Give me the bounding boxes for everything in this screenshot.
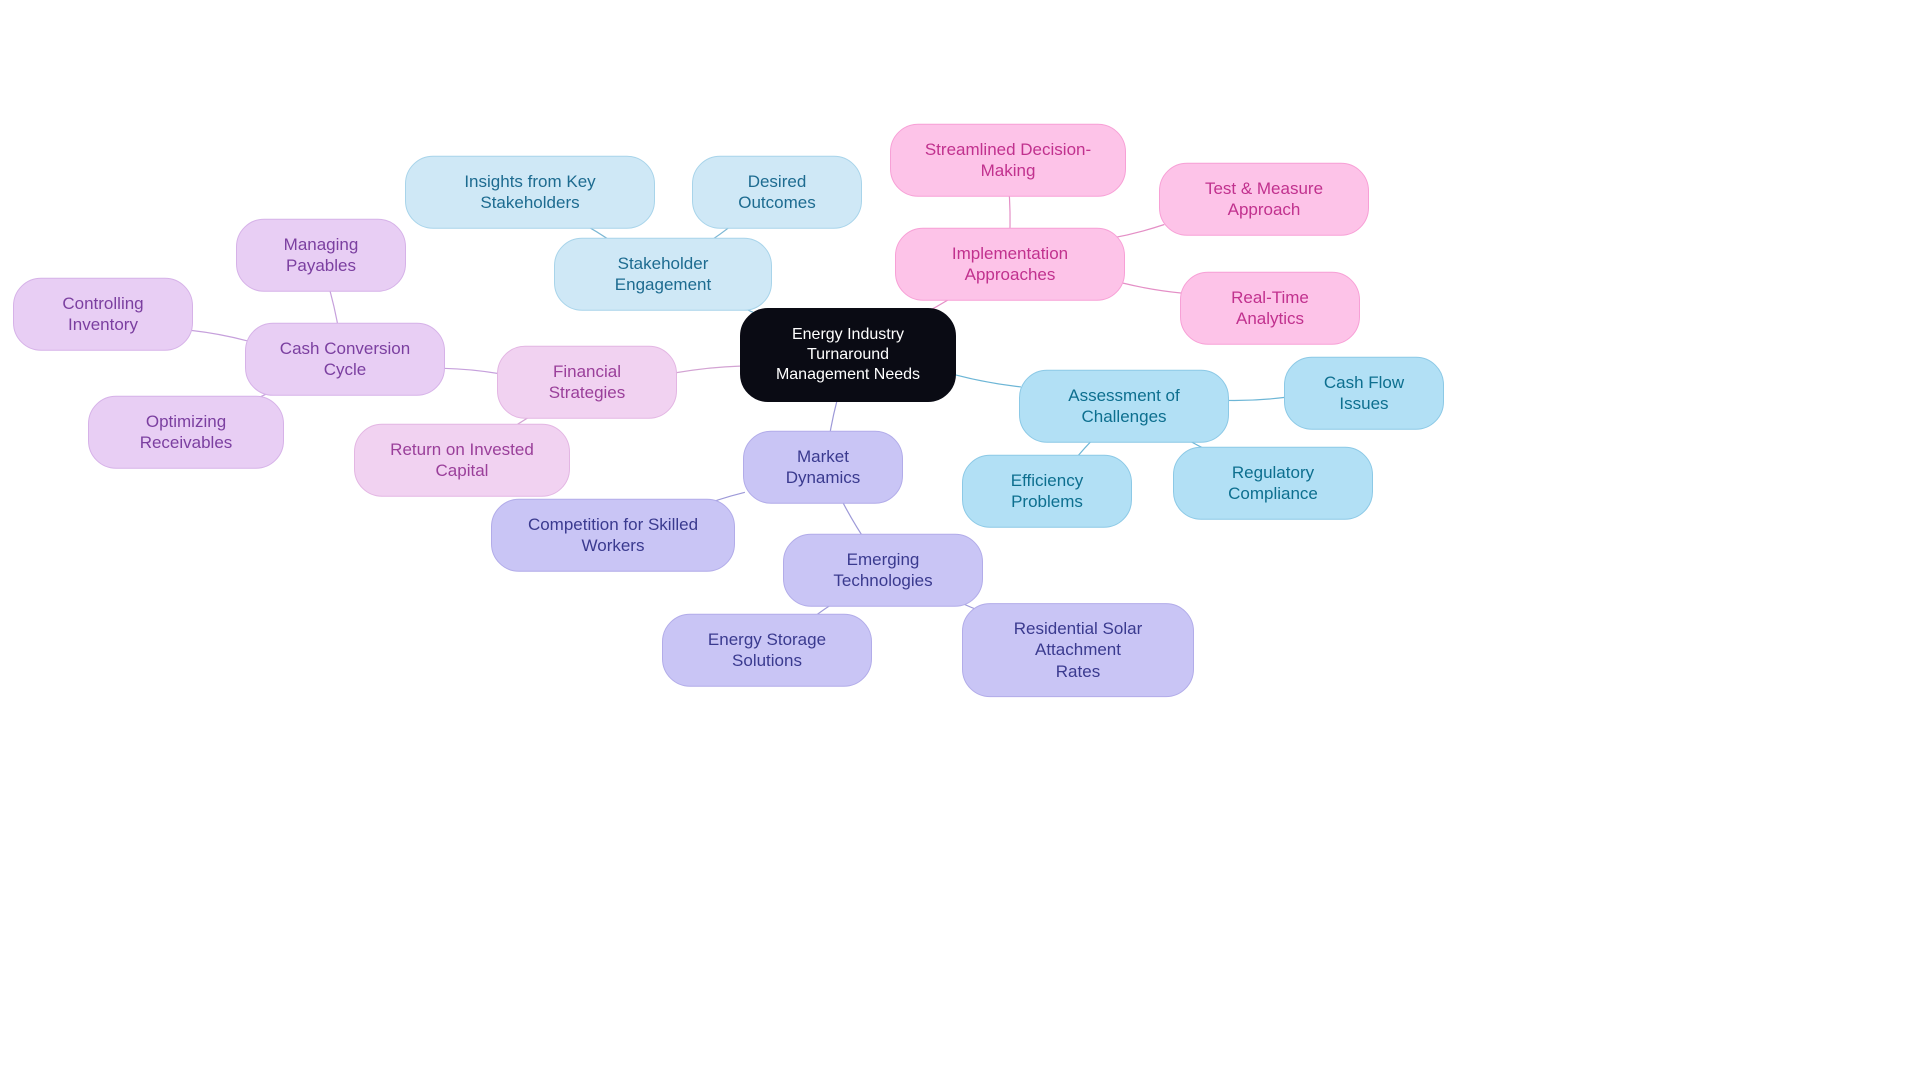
node-label: Managing Payables	[261, 234, 381, 277]
node-fin: Financial Strategies	[497, 346, 677, 419]
node-market: Market Dynamics	[743, 431, 903, 504]
mindmap-canvas: Energy Industry TurnaroundManagement Nee…	[0, 0, 1920, 1083]
node-label: Market Dynamics	[768, 446, 878, 489]
edge	[443, 368, 499, 373]
node-ccc: Cash Conversion Cycle	[245, 323, 445, 396]
node-roic: Return on Invested Capital	[354, 424, 570, 497]
node-label: Emerging Technologies	[808, 549, 958, 592]
node-emtech1: Energy Storage Solutions	[662, 614, 872, 687]
node-stake1: Insights from Key Stakeholders	[405, 156, 655, 229]
node-label: Cash Conversion Cycle	[270, 338, 420, 381]
node-label: Financial Strategies	[522, 361, 652, 404]
edge	[191, 330, 247, 340]
edge	[675, 366, 742, 373]
node-label: Streamlined Decision-Making	[915, 139, 1101, 182]
node-emtech: Emerging Technologies	[783, 534, 983, 607]
node-label: Implementation Approaches	[920, 243, 1100, 286]
node-assess1: Cash Flow Issues	[1284, 357, 1444, 430]
node-impl3: Real-Time Analytics	[1180, 272, 1360, 345]
node-label: Optimizing Receivables	[113, 411, 259, 454]
node-label: Assessment of Challenges	[1044, 385, 1204, 428]
node-label: Cash Flow Issues	[1309, 372, 1419, 415]
node-label: Energy Storage Solutions	[687, 629, 847, 672]
node-assess: Assessment of Challenges	[1019, 370, 1229, 443]
node-assess2: Regulatory Compliance	[1173, 447, 1373, 520]
node-label: Return on Invested Capital	[379, 439, 545, 482]
edge	[1123, 283, 1182, 293]
node-market1: Competition for Skilled Workers	[491, 499, 735, 572]
node-impl1: Streamlined Decision-Making	[890, 124, 1126, 197]
node-ccc3: Optimizing Receivables	[88, 396, 284, 469]
node-emtech2: Residential Solar AttachmentRates	[962, 603, 1194, 697]
node-label: Insights from Key Stakeholders	[430, 171, 630, 214]
node-assess3: Efficiency Problems	[962, 455, 1132, 528]
node-label: Real-Time Analytics	[1205, 287, 1335, 330]
node-stake: Stakeholder Engagement	[554, 238, 772, 311]
node-label: Competition for Skilled Workers	[516, 514, 710, 557]
node-label: Desired Outcomes	[717, 171, 837, 214]
node-label: Test & Measure Approach	[1184, 178, 1344, 221]
edge	[1227, 397, 1286, 400]
node-label: Energy Industry TurnaroundManagement Nee…	[769, 325, 927, 385]
edge	[954, 375, 1021, 387]
node-label: Regulatory Compliance	[1198, 462, 1348, 505]
node-stake2: Desired Outcomes	[692, 156, 862, 229]
node-ccc1: Managing Payables	[236, 219, 406, 292]
node-ccc2: Controlling Inventory	[13, 278, 193, 351]
node-label: Efficiency Problems	[987, 470, 1107, 513]
node-label: Controlling Inventory	[38, 293, 168, 336]
node-root: Energy Industry TurnaroundManagement Nee…	[740, 308, 956, 402]
node-label: Stakeholder Engagement	[579, 253, 747, 296]
node-label: Residential Solar AttachmentRates	[987, 618, 1169, 682]
node-impl2: Test & Measure Approach	[1159, 163, 1369, 236]
node-impl: Implementation Approaches	[895, 228, 1125, 301]
